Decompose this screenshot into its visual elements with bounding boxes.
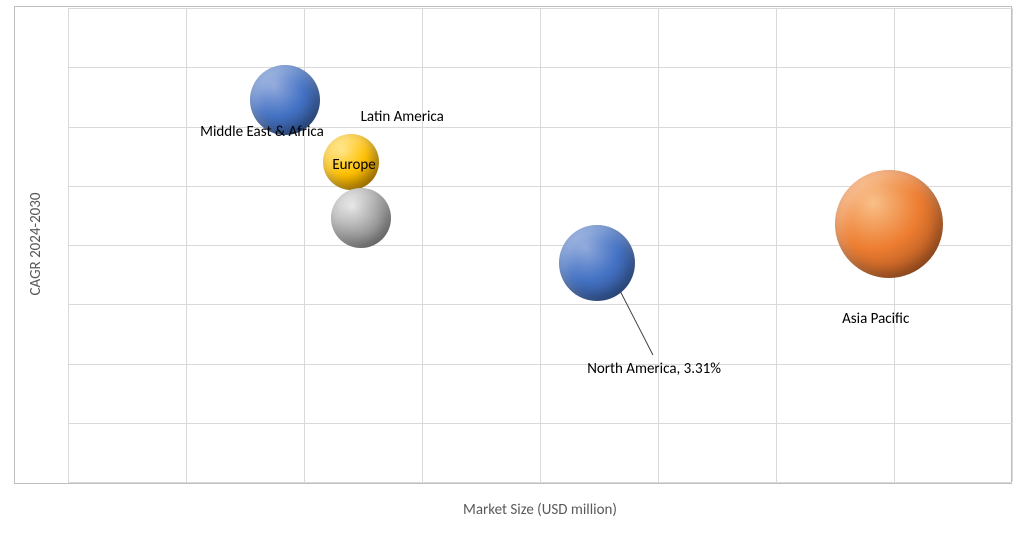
bubble-asia-pacific — [835, 170, 943, 278]
bubble-north-america — [559, 225, 635, 301]
y-axis-label: CAGR 2024-2030 — [27, 193, 45, 296]
x-axis-label: Market Size (USD million) — [463, 501, 617, 519]
grid-line-h — [68, 8, 1012, 9]
grid-line-v — [1012, 8, 1013, 482]
data-label-asia-pacific: Asia Pacific — [842, 310, 909, 328]
grid-line-h — [68, 67, 1012, 68]
grid-line-h — [68, 423, 1012, 424]
grid-line-h — [68, 364, 1012, 365]
data-label-middle-east-africa: Middle East & Africa — [200, 123, 324, 141]
grid-line-h — [68, 304, 1012, 305]
bubble-europe — [331, 188, 391, 248]
grid-line-h — [68, 482, 1012, 483]
data-label-europe: Europe — [332, 156, 375, 174]
data-label-latin-america: Latin America — [361, 108, 444, 126]
data-label-north-america: North America, 3.31% — [587, 360, 721, 378]
